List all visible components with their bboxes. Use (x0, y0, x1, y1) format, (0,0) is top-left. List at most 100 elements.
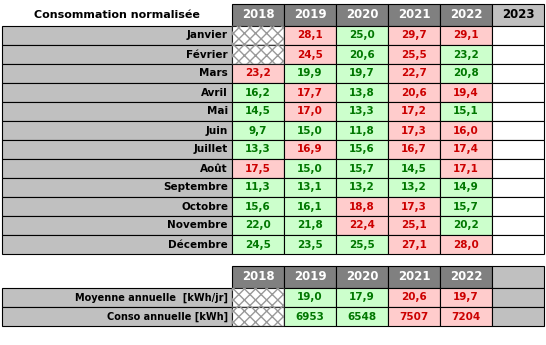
Bar (284, 288, 336, 307)
Bar (440, 266, 492, 288)
Text: 23,5: 23,5 (297, 239, 323, 249)
Bar (2, 26, 232, 45)
Bar (492, 4, 544, 26)
Bar (232, 178, 284, 197)
Bar (440, 307, 492, 326)
Text: 17,2: 17,2 (401, 107, 427, 117)
Bar (232, 235, 284, 254)
Bar (336, 235, 388, 254)
Bar (336, 307, 388, 326)
Text: 17,7: 17,7 (297, 88, 323, 98)
Bar (284, 4, 336, 26)
Text: 28,0: 28,0 (453, 239, 479, 249)
Text: 15,6: 15,6 (349, 145, 375, 155)
Text: 25,5: 25,5 (349, 239, 375, 249)
Text: 16,2: 16,2 (245, 88, 271, 98)
Bar (284, 216, 336, 235)
Text: 16,7: 16,7 (401, 145, 427, 155)
Bar (2, 4, 232, 26)
Bar (232, 288, 284, 307)
Text: 19,0: 19,0 (297, 293, 323, 303)
Text: 29,1: 29,1 (453, 30, 479, 40)
Bar (2, 197, 232, 216)
Bar (284, 140, 336, 159)
Bar (440, 121, 492, 140)
Bar (2, 102, 232, 121)
Bar (440, 83, 492, 102)
Bar (232, 140, 284, 159)
Text: 19,7: 19,7 (349, 69, 375, 79)
Text: 22,7: 22,7 (401, 69, 427, 79)
Text: Février: Février (186, 49, 228, 59)
Bar (284, 121, 336, 140)
Text: 19,7: 19,7 (453, 293, 479, 303)
Bar (336, 216, 388, 235)
Text: 15,1: 15,1 (453, 107, 479, 117)
Bar (284, 26, 336, 45)
Text: 2021: 2021 (397, 9, 430, 21)
Bar (388, 45, 440, 64)
Bar (284, 197, 336, 216)
Bar (232, 26, 284, 45)
Text: Septembre: Septembre (163, 183, 228, 193)
Bar (492, 178, 544, 197)
Bar (440, 235, 492, 254)
Text: 25,0: 25,0 (349, 30, 375, 40)
Bar (492, 102, 544, 121)
Text: 18,8: 18,8 (349, 201, 375, 211)
Bar (284, 64, 336, 83)
Bar (284, 159, 336, 178)
Text: Octobre: Octobre (181, 201, 228, 211)
Text: Conso annuelle [kWh]: Conso annuelle [kWh] (107, 312, 228, 322)
Text: 20,6: 20,6 (349, 49, 375, 59)
Text: 2023: 2023 (502, 9, 534, 21)
Bar (440, 159, 492, 178)
Bar (232, 121, 284, 140)
Text: 13,8: 13,8 (349, 88, 375, 98)
Bar (388, 140, 440, 159)
Text: 19,4: 19,4 (453, 88, 479, 98)
Bar (492, 26, 544, 45)
Bar (232, 64, 284, 83)
Text: 28,1: 28,1 (297, 30, 323, 40)
Text: 15,0: 15,0 (297, 126, 323, 136)
Text: 20,6: 20,6 (401, 293, 427, 303)
Bar (336, 159, 388, 178)
Bar (388, 83, 440, 102)
Text: 17,1: 17,1 (453, 164, 479, 174)
Bar (2, 45, 232, 64)
Bar (388, 307, 440, 326)
Text: Janvier: Janvier (187, 30, 228, 40)
Bar (232, 26, 284, 45)
Bar (492, 235, 544, 254)
Bar (440, 4, 492, 26)
Bar (440, 64, 492, 83)
Bar (336, 197, 388, 216)
Text: 16,0: 16,0 (453, 126, 479, 136)
Bar (492, 159, 544, 178)
Bar (440, 26, 492, 45)
Bar (2, 307, 232, 326)
Bar (492, 216, 544, 235)
Bar (232, 45, 284, 64)
Text: 23,2: 23,2 (245, 69, 271, 79)
Bar (232, 4, 284, 26)
Text: 2019: 2019 (294, 9, 327, 21)
Bar (232, 216, 284, 235)
Text: 2020: 2020 (346, 9, 378, 21)
Text: Juin: Juin (206, 126, 228, 136)
Bar (388, 159, 440, 178)
Bar (232, 288, 284, 307)
Text: 20,8: 20,8 (453, 69, 479, 79)
Bar (2, 159, 232, 178)
Text: 14,9: 14,9 (453, 183, 479, 193)
Text: 2019: 2019 (294, 270, 327, 284)
Bar (440, 216, 492, 235)
Bar (388, 26, 440, 45)
Bar (492, 121, 544, 140)
Text: 22,4: 22,4 (349, 220, 375, 230)
Bar (232, 266, 284, 288)
Text: 16,9: 16,9 (297, 145, 323, 155)
Bar (388, 121, 440, 140)
Text: 13,1: 13,1 (297, 183, 323, 193)
